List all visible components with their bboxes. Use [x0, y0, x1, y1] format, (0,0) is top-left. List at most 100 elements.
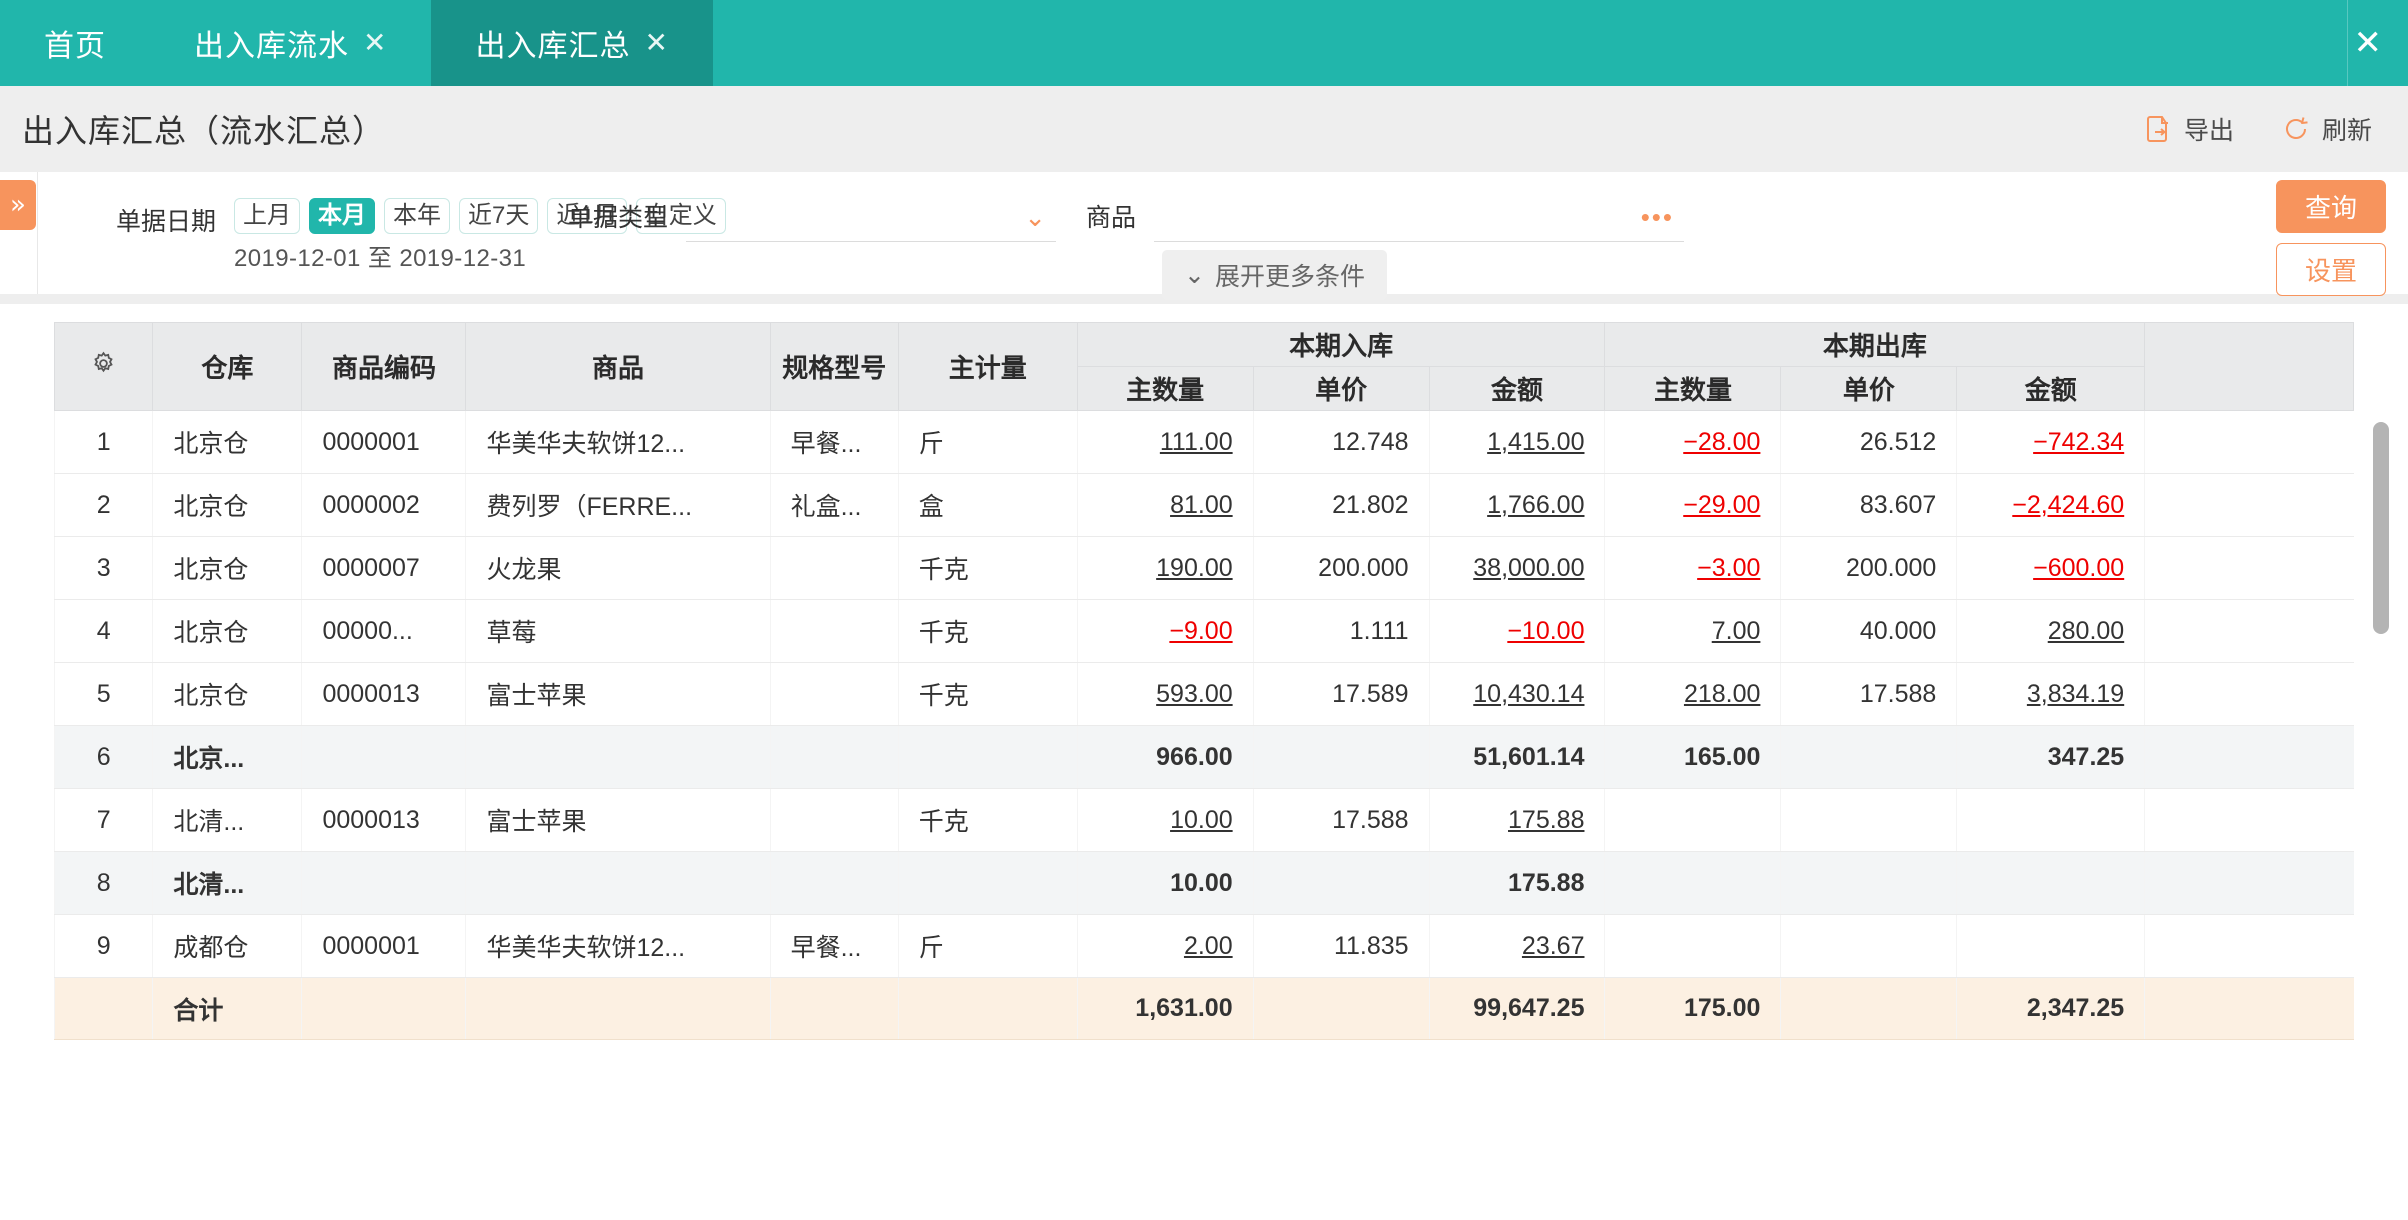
column-settings-gear[interactable]: [53, 322, 154, 411]
cell-in-price: [1252, 851, 1430, 915]
cell-out-amount[interactable]: 3,834.19: [1956, 662, 2145, 726]
date-chip-this-year[interactable]: 本年: [384, 198, 451, 234]
cell-in-qty-link[interactable]: 10.00: [1170, 805, 1233, 834]
table-subtotal-row[interactable]: 8 北清... 10.00 175.88: [53, 851, 2354, 915]
header-out-qty[interactable]: 主数量: [1604, 366, 1782, 411]
expand-more-conditions-button[interactable]: ⌄ 展开更多条件: [1162, 250, 1387, 300]
header-out-price[interactable]: 单价: [1780, 366, 1958, 411]
cell-in-qty[interactable]: 593.00: [1076, 662, 1254, 726]
product-input[interactable]: [1154, 203, 1641, 232]
cell-in-amount[interactable]: 1,415.00: [1428, 410, 1605, 474]
cell-out-amount[interactable]: −2,424.60: [1956, 473, 2145, 537]
cell-out-amount[interactable]: 280.00: [1956, 599, 2145, 663]
ellipsis-icon[interactable]: •••: [1640, 202, 1675, 233]
tab-inout-summary[interactable]: 出入库汇总 ✕: [431, 0, 713, 86]
header-in-qty[interactable]: 主数量: [1076, 366, 1254, 411]
date-chip-last-7-days[interactable]: 近7天: [459, 198, 539, 234]
cell-out-qty[interactable]: −29.00: [1604, 473, 1781, 537]
cell-in-qty[interactable]: 111.00: [1076, 410, 1254, 474]
cell-out-amount-link[interactable]: 280.00: [2047, 616, 2125, 645]
cell-in-qty-link[interactable]: −9.00: [1169, 616, 1233, 645]
header-main-unit[interactable]: 主计量: [897, 322, 1078, 411]
header-product-code[interactable]: 商品编码: [301, 322, 467, 411]
date-range-text[interactable]: 2019-12-01 至 2019-12-31: [234, 245, 527, 272]
header-in-amount[interactable]: 金额: [1428, 366, 1606, 411]
date-chip-last-1-month[interactable]: 近1月: [547, 198, 627, 234]
chevron-down-icon[interactable]: ⌄: [1024, 202, 1047, 233]
cell-out-qty[interactable]: 7.00: [1604, 599, 1781, 663]
filter-product-field[interactable]: •••: [1154, 194, 1685, 242]
cell-out-qty-link[interactable]: 7.00: [1711, 616, 1761, 645]
cell-out-amount-link[interactable]: −742.34: [2033, 427, 2125, 456]
cell-out-amount[interactable]: −742.34: [1956, 410, 2145, 474]
cell-out-qty[interactable]: 218.00: [1604, 662, 1781, 726]
total-in-qty: 1,631.00: [1076, 977, 1254, 1040]
cell-in-qty[interactable]: 81.00: [1076, 473, 1254, 537]
settings-button[interactable]: 设置: [2275, 243, 2386, 296]
table-row[interactable]: 9 成都仓 0000001 华美华夫软饼12... 早餐... 斤 2.00 11.835 23…: [53, 914, 2354, 978]
cell-out-qty-link[interactable]: −29.00: [1683, 490, 1761, 519]
header-out-amount[interactable]: 金额: [1956, 366, 2146, 411]
refresh-button[interactable]: 刷新: [2282, 111, 2372, 147]
cell-out-qty-link[interactable]: 218.00: [1683, 679, 1761, 708]
cell-out-qty[interactable]: −28.00: [1604, 410, 1781, 474]
cell-out-qty-link[interactable]: −3.00: [1697, 553, 1761, 582]
window-close-icon[interactable]: ✕: [2353, 23, 2383, 63]
table-row[interactable]: 5 北京仓 0000013 富士苹果 千克 593.00 17.589 10,430.14 21…: [53, 662, 2354, 726]
cell-product-code: 0000013: [301, 662, 466, 726]
cell-in-amount[interactable]: 38,000.00: [1428, 536, 1605, 600]
cell-in-amount-link[interactable]: 1,415.00: [1487, 427, 1585, 456]
cell-in-amount[interactable]: 10,430.14: [1428, 662, 1605, 726]
cell-out-qty-link[interactable]: −28.00: [1683, 427, 1761, 456]
export-button[interactable]: 导出: [2146, 111, 2234, 147]
table-row[interactable]: 2 北京仓 0000002 费列罗（FERRE... 礼盒... 盒 81.00 21.802…: [53, 473, 2354, 537]
header-product[interactable]: 商品: [465, 322, 771, 411]
cell-out-amount-link[interactable]: −2,424.60: [2012, 490, 2125, 519]
table-row[interactable]: 1 北京仓 0000001 华美华夫软饼12... 早餐... 斤 111.00 12.748…: [53, 410, 2354, 474]
cell-in-amount-link[interactable]: −10.00: [1507, 616, 1585, 645]
table-row[interactable]: 4 北京仓 00000... 草莓 千克 −9.00 1.111 −10.00 7.00 40.0…: [53, 599, 2354, 663]
gear-icon[interactable]: [90, 351, 117, 383]
filter-collapse-button[interactable]: »: [0, 180, 36, 230]
cell-in-price: [1252, 725, 1430, 789]
vertical-scrollbar-thumb[interactable]: [2373, 422, 2389, 634]
cell-in-amount-link[interactable]: 38,000.00: [1473, 553, 1585, 582]
cell-out-amount-link[interactable]: 3,834.19: [2026, 679, 2125, 708]
table-row[interactable]: 3 北京仓 0000007 火龙果 千克 190.00 200.000 38,000.00 −3…: [53, 536, 2354, 600]
header-spec[interactable]: 规格型号: [769, 322, 899, 411]
cell-in-qty-link[interactable]: 593.00: [1156, 679, 1233, 708]
table-subtotal-row[interactable]: 6 北京... 966.00 51,601.14 165.00 347.25: [53, 725, 2354, 789]
tab-inout-flow[interactable]: 出入库流水 ✕: [150, 0, 431, 86]
tab-close-icon[interactable]: ✕: [363, 26, 388, 59]
table-row[interactable]: 7 北清... 0000013 富士苹果 千克 10.00 17.588 175.88: [53, 788, 2354, 852]
cell-in-qty[interactable]: 190.00: [1076, 536, 1254, 600]
cell-in-amount[interactable]: 23.67: [1428, 914, 1605, 978]
cell-in-qty-link[interactable]: 81.00: [1170, 490, 1233, 519]
cell-in-amount-link[interactable]: 175.88: [1508, 805, 1585, 834]
cell-in-amount-link[interactable]: 10,430.14: [1473, 679, 1585, 708]
total-spacer-index: [53, 977, 153, 1040]
cell-in-amount-link[interactable]: 23.67: [1521, 931, 1585, 960]
cell-in-amount[interactable]: 1,766.00: [1428, 473, 1605, 537]
cell-in-qty[interactable]: −9.00: [1076, 599, 1254, 663]
query-button[interactable]: 查询: [2275, 180, 2386, 233]
cell-in-amount[interactable]: −10.00: [1428, 599, 1605, 663]
cell-in-qty[interactable]: 2.00: [1076, 914, 1254, 978]
header-warehouse[interactable]: 仓库: [152, 322, 303, 411]
cell-in-qty-link[interactable]: 111.00: [1159, 427, 1233, 456]
date-chip-this-month[interactable]: 本月: [309, 198, 376, 234]
date-chip-last-month[interactable]: 上月: [234, 198, 301, 234]
tab-close-icon[interactable]: ✕: [644, 26, 669, 59]
tab-home[interactable]: 首页: [0, 0, 150, 86]
cell-in-qty[interactable]: 10.00: [1076, 788, 1254, 852]
cell-in-amount[interactable]: 175.88: [1428, 788, 1605, 852]
cell-out-qty[interactable]: −3.00: [1604, 536, 1781, 600]
cell-in-qty-link[interactable]: 2.00: [1183, 931, 1233, 960]
cell-in-amount-link[interactable]: 1,766.00: [1487, 490, 1585, 519]
cell-out-amount[interactable]: −600.00: [1956, 536, 2145, 600]
filter-doctype-field[interactable]: ⌄: [686, 194, 1057, 242]
header-in-price[interactable]: 单价: [1252, 366, 1430, 411]
cell-in-qty-link[interactable]: 190.00: [1156, 553, 1233, 582]
cell-out-amount-link[interactable]: −600.00: [2033, 553, 2125, 582]
doctype-input[interactable]: [686, 203, 1025, 232]
